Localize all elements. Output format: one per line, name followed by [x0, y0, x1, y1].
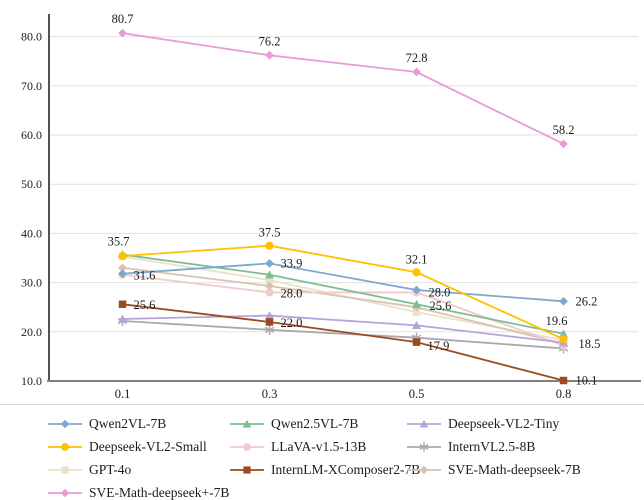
legend-label: Deepseek-VL2-Tiny: [448, 415, 560, 431]
series-line-internvl2-5-8b: [122, 320, 564, 350]
series-deepseek-vl2-tiny: [118, 311, 568, 347]
chart-legend: Qwen2VL-7B Qwen2.5VL-7B Deepseek-VL2-Tiny D…: [0, 405, 644, 500]
legend-item-qwen2-5vl-7b: Qwen2.5VL-7B: [230, 415, 407, 432]
data-label: 26.2: [576, 294, 598, 308]
x-tick-label: 0.1: [115, 387, 131, 401]
data-label: 19.6: [546, 314, 568, 328]
series-internlm-xcomposer2-7b: [118, 300, 568, 385]
legend-marker-llava-v1-5-13b: [230, 442, 264, 451]
legend-item-deepseek-vl2-small: Deepseek-VL2-Small: [48, 438, 230, 455]
data-label: 28.0: [281, 286, 303, 300]
legend-label: GPT-4o: [89, 461, 132, 477]
gridlines: [49, 36, 638, 333]
legend-item-internvl2-5-8b: InternVL2.5-8B: [407, 438, 644, 455]
y-tick-label: 10.0: [21, 374, 42, 388]
legend-item-internlm-xcomposer2-7b: InternLM-XComposer2-7B: [230, 461, 420, 478]
legend-marker-deepseek-vl2-tiny: [407, 419, 441, 427]
data-label: 18.5: [579, 337, 601, 351]
data-label: 25.6: [134, 298, 156, 312]
data-label: 80.7: [112, 12, 134, 26]
legend-label: SVE-Math-deepseek+-7B: [89, 484, 230, 500]
data-label: 17.9: [428, 339, 450, 353]
y-tick-label: 50.0: [21, 177, 42, 191]
line-plot: 10.020.030.040.050.060.070.080.00.1 0.3 0.…: [21, 12, 641, 401]
legend-marker-qwen2vl-7b: [48, 419, 82, 428]
data-label: 76.2: [259, 34, 281, 48]
legend-label: InternLM-XComposer2-7B: [271, 461, 421, 477]
legend-item-sve-math-deepseek-7b: SVE-Math-deepseek+-7B: [48, 484, 230, 500]
series-line-deepseek-vl2-small: [122, 244, 564, 340]
series-line-qwen2-5vl-7b: [122, 253, 564, 335]
legend-item-qwen2vl-7b: Qwen2VL-7B: [48, 415, 230, 432]
data-label: 32.1: [406, 252, 428, 266]
legend-marker-deepseek-vl2-small: [48, 442, 82, 451]
legend-marker-sve-math-deepseek-7b: [407, 465, 441, 474]
y-tick-label: 30.0: [21, 276, 42, 290]
legend-label: InternVL2.5-8B: [448, 438, 536, 454]
legend-marker-gpt-4o: [48, 465, 82, 474]
legend-label: Deepseek-VL2-Small: [89, 438, 207, 454]
data-labels: 33.9 26.2 35.7 25.6 19.6 37.5 32.1 18.5 31.6 28.0…: [108, 12, 601, 387]
legend-label: SVE-Math-deepseek-7B: [448, 461, 581, 477]
legend-item-sve-math-deepseek-7b: SVE-Math-deepseek-7B: [407, 461, 644, 478]
series-line-deepseek-vl2-tiny: [122, 314, 564, 344]
data-label: 35.7: [108, 235, 130, 249]
series-qwen2vl-7b: [118, 259, 568, 306]
legend-label: LLaVA-v1.5-13B: [271, 438, 367, 454]
series-deepseek-vl2-small: [118, 241, 568, 344]
series-gpt-4o: [118, 252, 568, 344]
legend-marker-internlm-xcomposer2-7b: [230, 465, 264, 474]
data-label: 58.2: [553, 123, 575, 137]
y-axis-tick-labels: 10.0 20.0 30.0 40.0 50.0 60.0 70.0 80.0: [21, 30, 42, 388]
series-line-internlm-xcomposer2-7b: [122, 303, 564, 382]
legend-marker-internvl2-5-8b: [407, 441, 441, 452]
series-line-sve-math-deepseek-7b: [122, 32, 564, 145]
x-axis-tick-labels: 0.1 0.3 0.5 0.8: [115, 387, 572, 401]
data-label: 72.8: [406, 51, 428, 65]
legend-label: Qwen2.5VL-7B: [271, 415, 359, 431]
y-tick-label: 80.0: [21, 30, 42, 44]
legend-marker-sve-math-deepseek-7b: [48, 488, 82, 497]
data-label: 37.5: [259, 226, 281, 240]
y-tick-label: 70.0: [21, 79, 42, 93]
x-tick-label: 0.3: [262, 387, 278, 401]
series-line-sve-math-deepseek-7b: [122, 266, 564, 345]
series-line-qwen2vl-7b: [122, 262, 564, 303]
axes: [47, 14, 641, 382]
x-tick-label: 0.8: [556, 387, 572, 401]
legend-separator: [0, 404, 644, 405]
data-label: 25.6: [430, 299, 452, 313]
y-tick-label: 20.0: [21, 325, 42, 339]
data-label: 33.9: [281, 256, 303, 270]
data-label: 28.0: [429, 285, 451, 299]
series-sve-math-deepseek-7b: [118, 28, 568, 149]
legend-item-llava-v1-5-13b: LLaVA-v1.5-13B: [230, 438, 407, 455]
data-label: 22.0: [281, 316, 303, 330]
data-label: 10.1: [576, 374, 598, 388]
data-label: 31.6: [134, 269, 156, 283]
legend-label: Qwen2VL-7B: [89, 415, 167, 431]
legend-item-gpt-4o: GPT-4o: [48, 461, 230, 478]
y-tick-label: 60.0: [21, 128, 42, 142]
x-tick-label: 0.5: [409, 387, 425, 401]
legend-marker-qwen2-5vl-7b: [230, 419, 264, 427]
legend-item-deepseek-vl2-tiny: Deepseek-VL2-Tiny: [407, 415, 644, 432]
y-tick-label: 40.0: [21, 226, 42, 240]
